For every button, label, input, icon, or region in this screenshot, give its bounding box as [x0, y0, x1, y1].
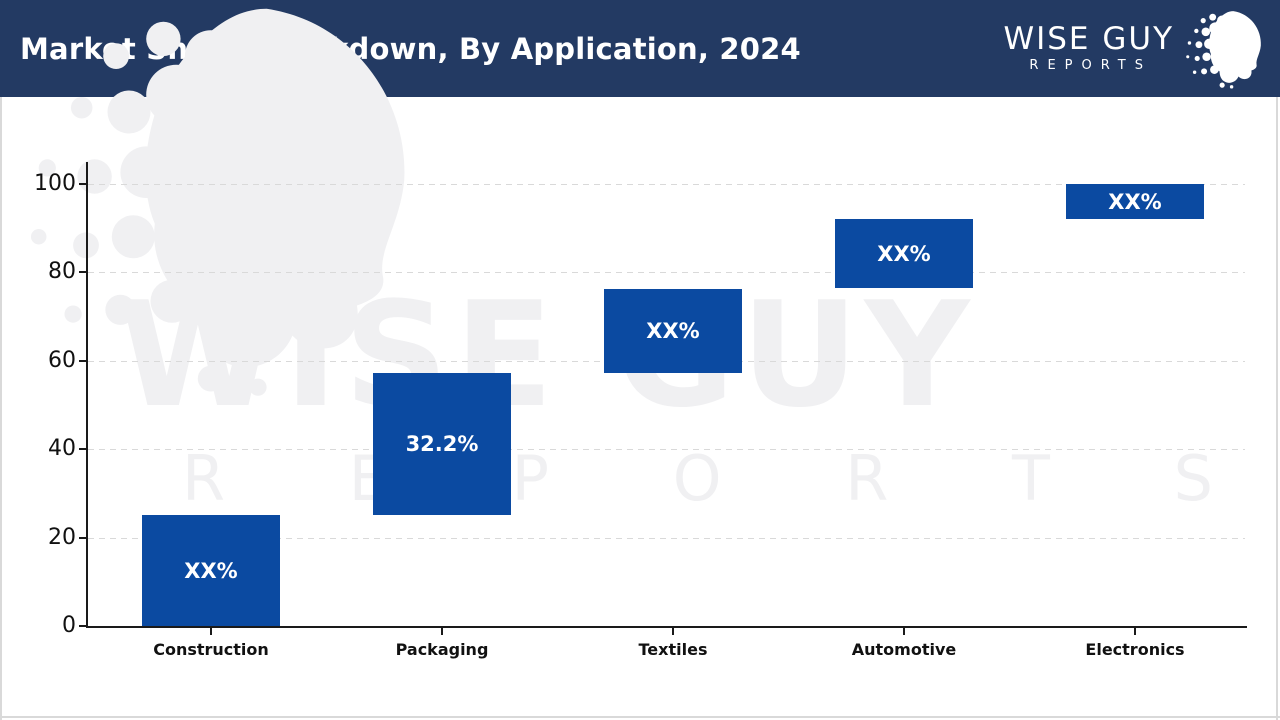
x-category-label: Packaging: [395, 640, 489, 659]
x-tick: [441, 628, 443, 635]
watermark-subtext: R E P O R T S: [182, 442, 1265, 515]
y-tick-label: 100: [34, 171, 76, 196]
bar-label: 32.2%: [405, 432, 479, 456]
gridline: [88, 538, 1245, 539]
watermark-head-icon: [30, 8, 405, 396]
bar-construction: XX%: [142, 515, 280, 626]
y-tick: [79, 448, 88, 450]
bar-automotive: XX%: [835, 219, 973, 288]
border-right: [1276, 97, 1278, 720]
logo: WISE GUY REPORTS: [1003, 8, 1280, 90]
y-tick-label: 80: [48, 259, 76, 284]
y-tick: [79, 271, 88, 273]
x-category-label: Construction: [153, 640, 269, 659]
x-tick: [210, 628, 212, 635]
x-category-label: Textiles: [638, 640, 708, 659]
bar-label: XX%: [646, 319, 700, 343]
gridline: [88, 449, 1245, 450]
border-left: [0, 97, 2, 720]
bar-textiles: XX%: [604, 289, 742, 373]
logo-head-icon: [1186, 10, 1261, 89]
y-tick: [79, 625, 88, 627]
gridline: [88, 272, 1245, 273]
y-tick-label: 0: [62, 613, 76, 638]
gridline: [88, 184, 1245, 185]
logo-subtext: REPORTS: [1029, 58, 1153, 73]
logo-text: WISE GUY REPORTS: [1003, 21, 1174, 74]
logo-wordmark: WISE GUY: [1003, 21, 1174, 57]
y-tick-label: 20: [48, 525, 76, 550]
x-category-label: Electronics: [1085, 640, 1185, 659]
y-tick-label: 40: [48, 436, 76, 461]
x-axis-spine: [86, 626, 1247, 628]
x-tick: [672, 628, 674, 635]
y-tick: [79, 183, 88, 185]
x-category-label: Automotive: [851, 640, 957, 659]
border-bottom: [0, 716, 1280, 718]
bar-electronics: XX%: [1066, 184, 1204, 219]
y-tick: [79, 537, 88, 539]
y-tick-label: 60: [48, 348, 76, 373]
bar-label: XX%: [1108, 189, 1162, 214]
bar-label: XX%: [877, 241, 931, 266]
y-tick: [79, 360, 88, 362]
y-axis-spine: [86, 162, 88, 628]
x-tick: [1134, 628, 1136, 635]
bar-label: XX%: [184, 558, 238, 583]
x-tick: [903, 628, 905, 635]
bar-packaging: 32.2%: [373, 373, 511, 515]
